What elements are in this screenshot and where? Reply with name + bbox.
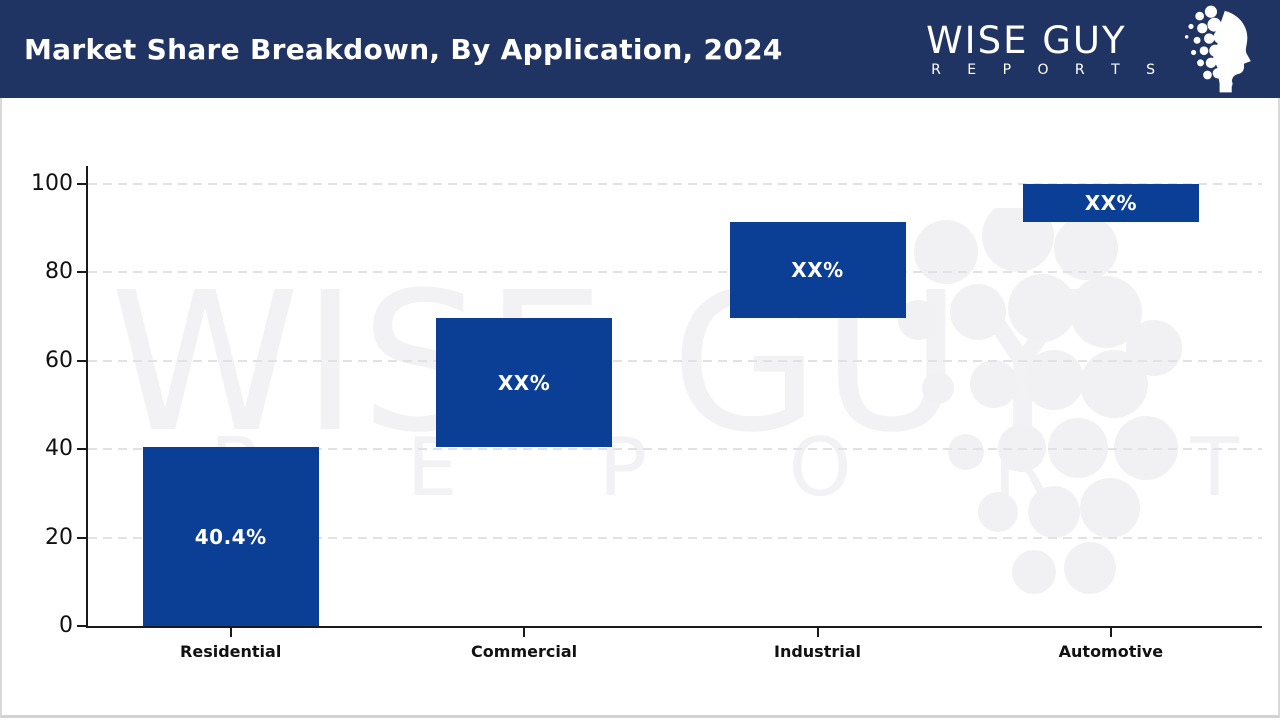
bar-value-label-commercial: XX%: [497, 370, 551, 395]
bar-value-label-residential: 40.4%: [194, 524, 267, 549]
y-tick-mark-0: [77, 625, 86, 627]
x-tick-mark-industrial: [816, 628, 819, 637]
gridline-80: [88, 271, 1262, 274]
x-tick-mark-commercial: [523, 628, 526, 637]
brand-subtitle: R E P O R T S: [931, 61, 1166, 78]
y-tick-label-80: 80: [45, 259, 73, 285]
x-tick-label-residential: Residential: [180, 642, 282, 661]
bar-industrial: XX%: [729, 221, 906, 318]
y-tick-mark-60: [77, 359, 86, 362]
gridline-20: [88, 536, 1262, 539]
brand-name: WISE GUY: [926, 18, 1127, 62]
chart-area: WISE GUY R E P O R T S 02040608010040.4%…: [0, 98, 1280, 720]
bar-automotive: XX%: [1022, 184, 1199, 222]
y-axis-line: [86, 166, 88, 628]
brand-logo: WISE GUY R E P O R T S: [926, 5, 1256, 93]
x-axis-line: [86, 626, 1262, 628]
x-tick-label-automotive: Automotive: [1058, 642, 1164, 661]
bar-commercial: XX%: [436, 317, 613, 448]
page-border: [0, 98, 1280, 718]
page-title: Market Share Breakdown, By Application, …: [24, 32, 783, 66]
y-tick-label-0: 0: [59, 613, 73, 638]
y-tick-mark-40: [77, 448, 86, 451]
y-tick-mark-20: [77, 536, 86, 539]
dotted-head-profile-icon: [1184, 5, 1251, 93]
gridline-60: [88, 359, 1262, 362]
x-tick-label-commercial: Commercial: [471, 642, 578, 661]
gridline-100: [88, 183, 1262, 185]
y-tick-mark-100: [77, 183, 86, 185]
y-tick-label-20: 20: [45, 524, 73, 550]
y-tick-mark-80: [77, 271, 86, 274]
x-tick-mark-residential: [229, 628, 232, 637]
x-tick-mark-automotive: [1109, 628, 1112, 637]
bar-value-label-automotive: XX%: [1084, 190, 1138, 215]
brand-wordmark: WISE GUY R E P O R T S: [926, 22, 1166, 77]
watermark-dotted-head-icon: [898, 208, 1182, 594]
bar-residential: 40.4%: [142, 447, 319, 626]
header-bar: Market Share Breakdown, By Application, …: [0, 0, 1280, 98]
y-tick-label-100: 100: [31, 171, 73, 196]
x-tick-label-industrial: Industrial: [773, 642, 861, 661]
y-tick-label-40: 40: [45, 436, 73, 462]
gridline-40: [88, 448, 1262, 451]
y-tick-label-60: 60: [45, 347, 73, 373]
bar-value-label-industrial: XX%: [791, 257, 844, 282]
